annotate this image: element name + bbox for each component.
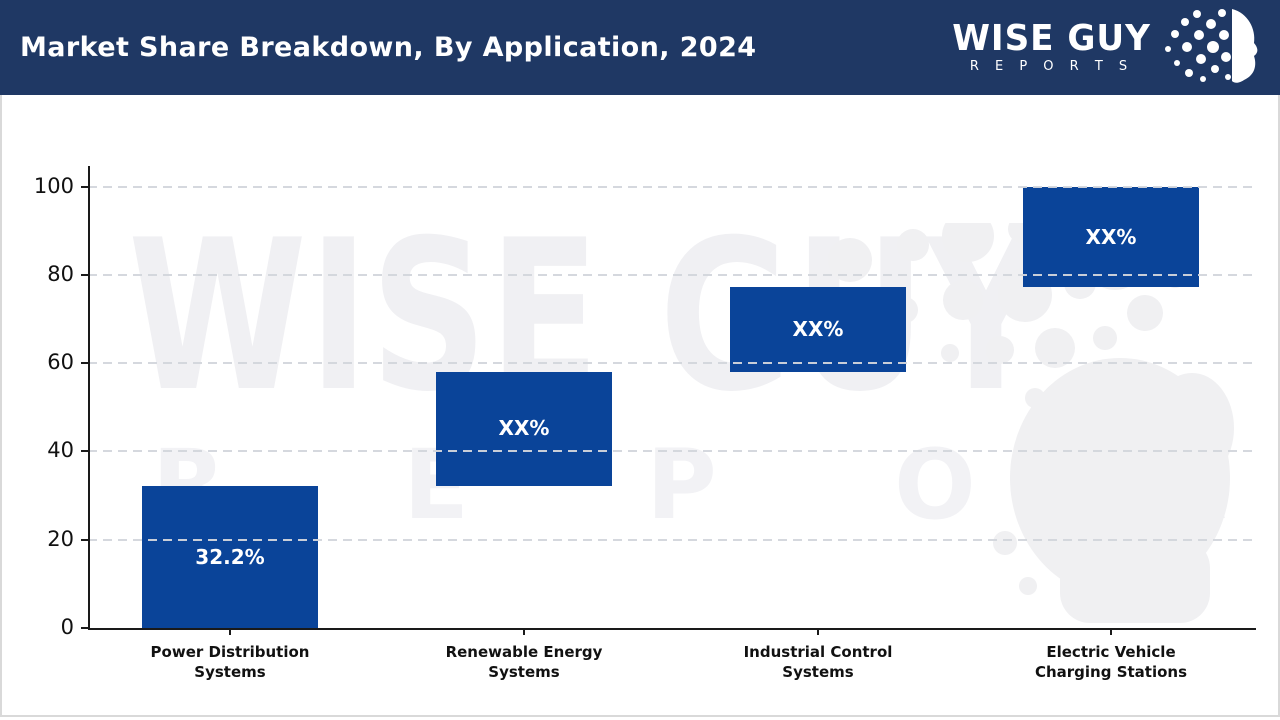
x-axis-category-label: Renewable Energy Systems <box>404 642 644 682</box>
x-axis-category-label-line: Systems <box>782 663 854 681</box>
y-axis-tick-label: 40 <box>47 438 74 463</box>
x-axis-tick-mark <box>523 628 525 635</box>
header-bar: Market Share Breakdown, By Application, … <box>0 0 1280 95</box>
logo-face-icon <box>1165 8 1258 83</box>
frame-border-left <box>0 95 2 717</box>
y-axis-tick-mark <box>81 450 88 453</box>
bar <box>436 371 612 486</box>
gridline <box>88 362 1256 365</box>
bar <box>1023 186 1199 288</box>
brand-subname: R E P O R T S <box>969 59 1134 74</box>
gridline <box>88 450 1256 453</box>
y-axis-line <box>88 166 90 630</box>
y-axis-tick-mark <box>81 627 88 629</box>
x-axis-category-label-line: Industrial Control <box>743 643 893 661</box>
x-axis-category-label-line: Electric Vehicle <box>1046 643 1176 661</box>
x-axis-category-label-line: Renewable Energy <box>445 643 603 661</box>
bar-value-label: XX% <box>792 317 844 342</box>
brand-name: WISE GUY <box>952 18 1151 59</box>
x-axis-category-label: Electric Vehicle Charging Stations <box>991 642 1231 682</box>
x-axis-tick-mark <box>817 628 819 635</box>
bar-value-label: XX% <box>498 415 550 440</box>
gridline <box>88 273 1256 276</box>
x-axis-category-label-line: Charging Stations <box>1034 663 1188 681</box>
x-axis-category-label: Industrial Control Systems <box>698 642 938 682</box>
bar-value-label: 32.2% <box>195 544 265 569</box>
bar <box>142 485 318 628</box>
brand-logo: WISE GUY R E P O R T S <box>947 5 1262 91</box>
y-axis-tick-mark <box>81 273 88 276</box>
bar <box>730 287 906 372</box>
x-axis-category-label-line: Power Distribution <box>150 643 310 661</box>
x-axis-tick-mark <box>229 628 231 635</box>
y-axis-tick-mark <box>81 185 88 188</box>
x-axis-category-label-line: Systems <box>488 663 560 681</box>
y-axis-tick-label: 60 <box>47 350 74 375</box>
y-axis-tick-label: 0 <box>60 615 74 639</box>
brand-logo-text: WISE GUY R E P O R T S <box>947 20 1156 75</box>
gridline <box>88 538 1256 541</box>
gridline <box>88 185 1256 188</box>
y-axis-tick-label: 80 <box>47 261 74 286</box>
page-title: Market Share Breakdown, By Application, … <box>20 32 757 63</box>
x-axis-category-label: Power Distribution Systems <box>110 642 350 682</box>
frame-border-bottom <box>0 715 1280 717</box>
x-axis-tick-mark <box>1110 628 1112 635</box>
frame-border-right <box>1278 95 1280 717</box>
x-axis-category-label-line: Systems <box>194 663 266 681</box>
y-axis-tick-label: 100 <box>33 173 74 198</box>
bar-value-label: XX% <box>1085 224 1137 249</box>
chart-area: WISE GUY R E P O R T S 02040608010032.2%… <box>0 95 1280 720</box>
x-axis-line <box>88 628 1256 630</box>
y-axis-tick-mark <box>81 538 88 541</box>
y-axis-tick-label: 20 <box>47 526 74 551</box>
y-axis-tick-mark <box>81 362 88 365</box>
